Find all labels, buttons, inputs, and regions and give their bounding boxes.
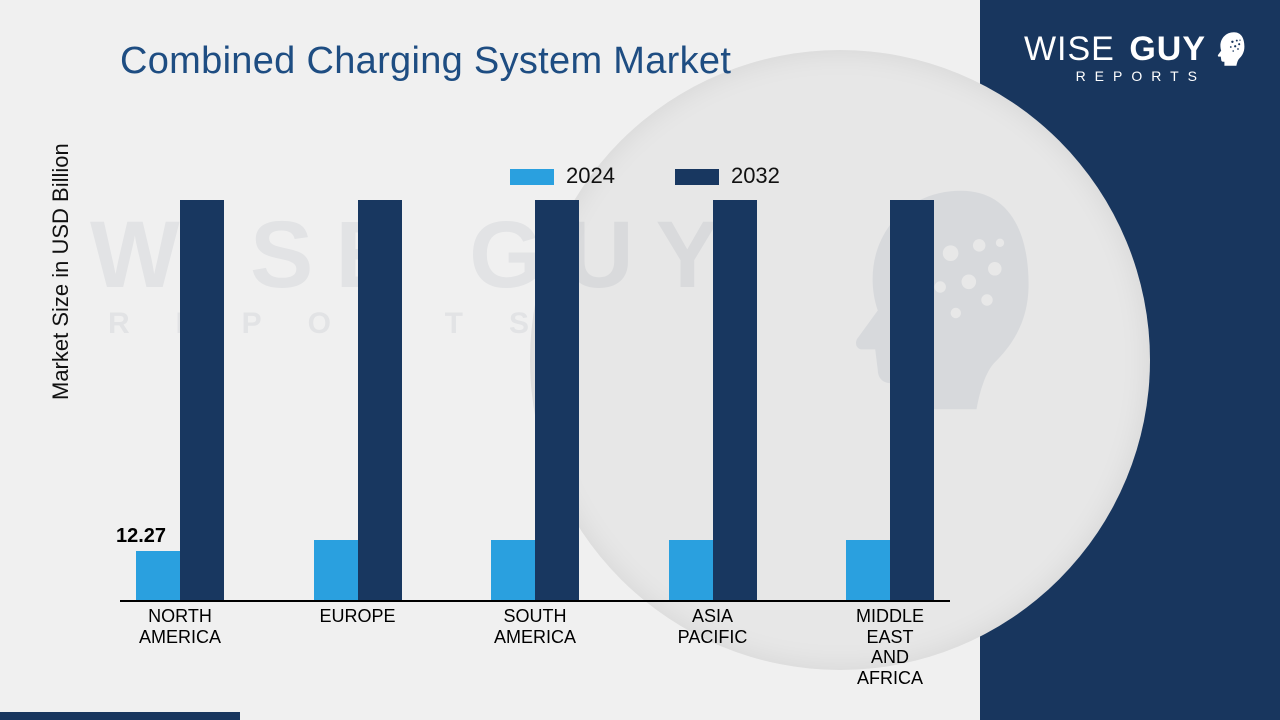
bar-eu-2032 — [358, 200, 402, 600]
y-axis-label: Market Size in USD Billion — [48, 143, 74, 400]
bar-na-2032 — [180, 200, 224, 600]
bar-groups: NORTH AMERICA EUROPE SOUTH AMERICA ASIA … — [120, 200, 950, 600]
legend-item-2024: 2024 — [510, 163, 615, 189]
value-label-12-27: 12.27 — [116, 525, 166, 548]
legend-swatch-2024 — [510, 169, 554, 185]
canvas: WISE GUYREPORTS Combined Charging System… — [0, 0, 1280, 720]
legend-label-2024: 2024 — [566, 163, 615, 188]
bar-sa-2024 — [491, 540, 535, 600]
xlabel-mea: MIDDLE EAST AND AFRICA — [856, 606, 924, 689]
brand-word-guy: GUY — [1119, 30, 1206, 69]
bar-sa-2032 — [535, 200, 579, 600]
xlabel-sa: SOUTH AMERICA — [494, 606, 576, 647]
group-asia-pacific: ASIA PACIFIC — [653, 200, 773, 600]
bottom-accent-bar — [0, 712, 240, 720]
legend-label-2032: 2032 — [731, 163, 780, 188]
bar-eu-2024 — [314, 540, 358, 600]
group-mea: MIDDLE EAST AND AFRICA — [830, 200, 950, 600]
brand-head-icon — [1210, 28, 1250, 70]
legend-item-2032: 2032 — [675, 163, 780, 189]
group-europe: EUROPE — [298, 200, 418, 600]
bar-ap-2024 — [669, 540, 713, 600]
xlabel-eu: EUROPE — [319, 606, 395, 627]
legend-swatch-2032 — [675, 169, 719, 185]
brand-word-wise: WISE — [1024, 30, 1115, 69]
xlabel-ap: ASIA PACIFIC — [678, 606, 748, 647]
brand-sub: REPORTS — [1000, 68, 1250, 84]
group-south-america: SOUTH AMERICA — [475, 200, 595, 600]
chart-title: Combined Charging System Market — [120, 40, 731, 83]
brand-top-row: WISE GUY — [1000, 28, 1250, 70]
xlabel-na: NORTH AMERICA — [139, 606, 221, 647]
bar-mea-2032 — [890, 200, 934, 600]
bar-ap-2032 — [713, 200, 757, 600]
legend: 2024 2032 — [510, 163, 780, 189]
brand-logo: WISE GUY REPORTS — [1000, 28, 1250, 84]
bar-na-2024 — [136, 551, 180, 600]
bar-mea-2024 — [846, 540, 890, 600]
x-axis-baseline — [120, 600, 950, 602]
